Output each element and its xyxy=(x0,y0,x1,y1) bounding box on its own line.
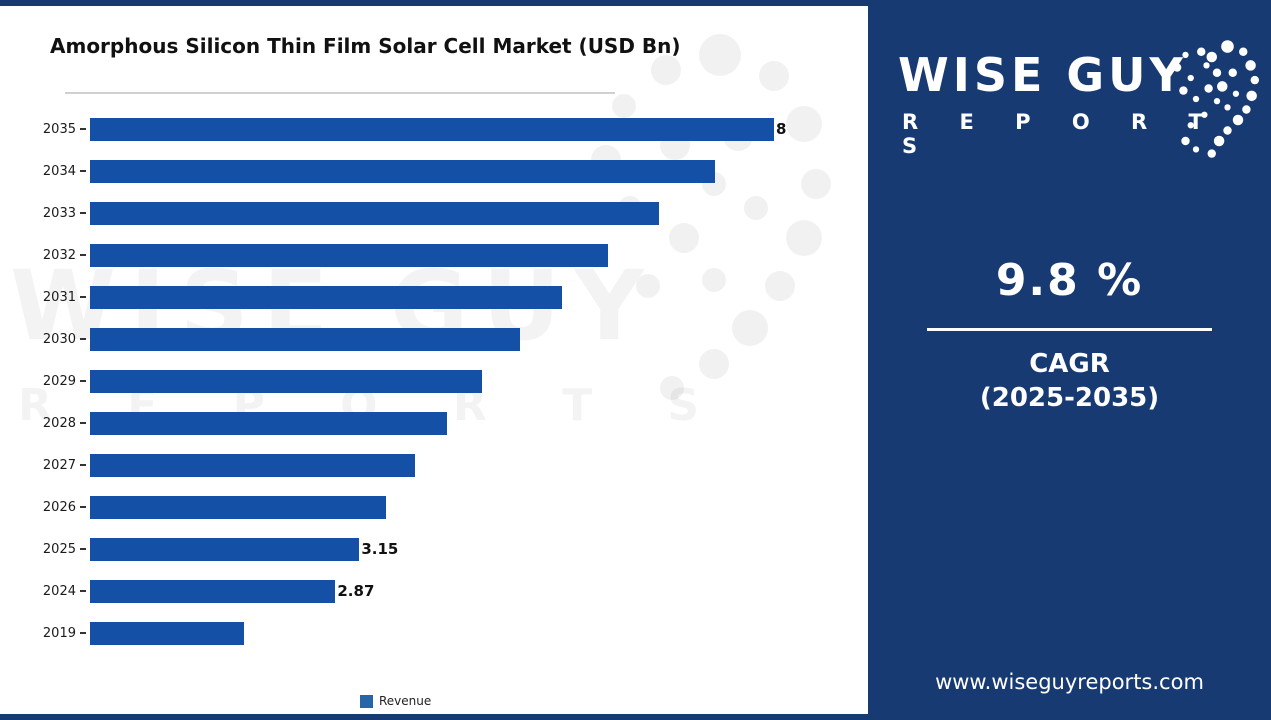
axis-tick xyxy=(80,338,86,340)
bar-row: 2031 xyxy=(28,276,786,318)
bar-2032 xyxy=(90,243,609,267)
bar-row: 2033 xyxy=(28,192,786,234)
bar-value-label: 3.15 xyxy=(361,540,399,558)
axis-tick-label: 2031 xyxy=(42,289,76,305)
axis-tick-label: 2032 xyxy=(42,247,76,263)
legend: Revenue xyxy=(360,694,431,708)
bar-2026 xyxy=(90,495,386,519)
axis-tick xyxy=(80,590,86,592)
bar-2027 xyxy=(90,453,415,477)
axis-tick xyxy=(80,422,86,424)
chart-area: WISE GUY R E P O R T S Amorphous Silicon… xyxy=(10,34,831,708)
bar-row: 2030 xyxy=(28,318,786,360)
axis-tick xyxy=(80,254,86,256)
bar-row: 2019 xyxy=(28,612,786,654)
cagr-block: 9.8 % CAGR (2025-2035) xyxy=(868,255,1271,413)
bar-row: 2034 xyxy=(28,150,786,192)
legend-label: Revenue xyxy=(379,694,432,708)
bar-2034 xyxy=(90,159,715,183)
axis-tick-label: 2027 xyxy=(42,457,76,473)
axis-tick-label: 2033 xyxy=(42,205,76,221)
axis-tick-label: 2028 xyxy=(42,415,76,431)
bar-row: 2035 8 xyxy=(28,108,786,150)
website-url: www.wiseguyreports.com xyxy=(935,670,1204,694)
axis-tick-label: 2024 xyxy=(42,583,76,599)
axis-tick-label: 2026 xyxy=(42,499,76,515)
bar-row: 2028 xyxy=(28,402,786,444)
axis-tick xyxy=(80,212,86,214)
bar-2024 xyxy=(90,579,336,603)
bar-2028 xyxy=(90,411,447,435)
axis-tick xyxy=(80,464,86,466)
cagr-divider xyxy=(927,328,1212,331)
axis-tick xyxy=(80,128,86,130)
legend-marker xyxy=(360,694,373,708)
bar-2025 xyxy=(90,537,360,561)
bar-row: 2025 3.15 xyxy=(28,528,786,570)
axis-tick xyxy=(80,632,86,634)
bar-value-label: 2.87 xyxy=(337,582,375,600)
bar-2035 xyxy=(90,117,774,141)
axis-tick xyxy=(80,506,86,508)
axis-tick-label: 2019 xyxy=(42,625,76,641)
bar-row: 2024 2.87 xyxy=(28,570,786,612)
bar-2029 xyxy=(90,369,482,393)
axis-tick-label: 2034 xyxy=(42,163,76,179)
axis-tick-label: 2025 xyxy=(42,541,76,557)
cagr-value: 9.8 % xyxy=(995,255,1144,306)
bar-row: 2026 xyxy=(28,486,786,528)
axis-tick-label: 2035 xyxy=(42,121,76,137)
axis-tick-label: 2030 xyxy=(42,331,76,347)
bar-2019 xyxy=(90,621,244,645)
axis-tick xyxy=(80,380,86,382)
axis-tick xyxy=(80,296,86,298)
title-underline xyxy=(65,92,615,94)
axis-tick xyxy=(80,548,86,550)
wiseguy-logo: WISE GUY R E P O R T S xyxy=(898,40,1259,178)
bar-value-label: 8 xyxy=(776,120,787,138)
bar-2030 xyxy=(90,327,521,351)
bar-row: 2027 xyxy=(28,444,786,486)
bar-row: 2029 xyxy=(28,360,786,402)
axis-tick xyxy=(80,170,86,172)
cagr-period: (2025-2035) xyxy=(979,383,1160,413)
bar-chart: 2035 8 2034 2033 2032 2031 2030 2029 2028 2027 202… xyxy=(28,108,786,654)
bar-2031 xyxy=(90,285,562,309)
logo-text-wise-guy: WISE GUY xyxy=(898,48,1187,102)
cagr-label: CAGR xyxy=(1029,349,1110,379)
brand-panel: WISE GUY R E P O R T S 9.8 % xyxy=(868,0,1271,720)
top-border xyxy=(0,0,1271,6)
bottom-border xyxy=(0,714,1271,720)
chart-title: Amorphous Silicon Thin Film Solar Cell M… xyxy=(50,34,681,58)
logo-text-reports: R E P O R T S xyxy=(902,110,1220,158)
logo-head-dots-icon xyxy=(1172,40,1259,158)
bar-2033 xyxy=(90,201,659,225)
axis-tick-label: 2029 xyxy=(42,373,76,389)
bar-row: 2032 xyxy=(28,234,786,276)
